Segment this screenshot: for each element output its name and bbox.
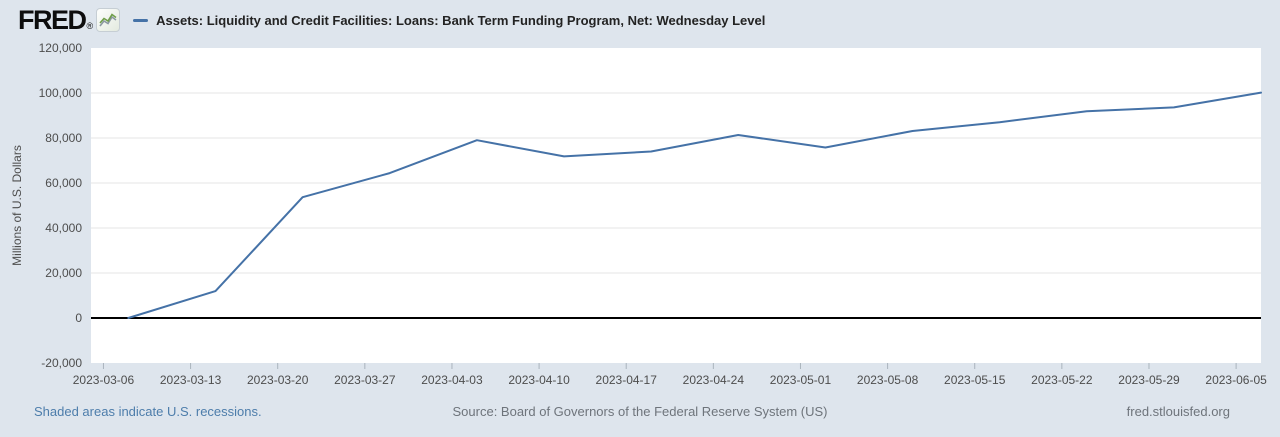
x-tick-label: 2023-05-01 <box>770 373 832 387</box>
recessions-note-link[interactable]: Shaded areas indicate U.S. recessions. <box>34 404 262 419</box>
registered-trademark: ® <box>86 21 94 32</box>
x-tick-label: 2023-04-10 <box>508 373 570 387</box>
y-tick-label: 60,000 <box>45 176 82 190</box>
x-tick-label: 2023-05-15 <box>944 373 1006 387</box>
series-legend-item[interactable]: Assets: Liquidity and Credit Facilities:… <box>133 13 765 28</box>
y-tick-label: 80,000 <box>45 131 82 145</box>
y-tick-label: 0 <box>75 311 82 325</box>
y-tick-label: 120,000 <box>39 41 83 55</box>
x-tick-label: 2023-05-29 <box>1118 373 1180 387</box>
line-chart: -20,000 0 20,000 40,000 60,000 80,000 100,000 1… <box>10 41 1267 387</box>
y-tick-label: 40,000 <box>45 221 82 235</box>
x-tick-label: 2023-04-24 <box>683 373 745 387</box>
y-axis-title: Millions of U.S. Dollars <box>10 145 24 266</box>
x-tick-label: 2023-05-08 <box>857 373 919 387</box>
x-tick-label: 2023-03-20 <box>247 373 309 387</box>
data-line[interactable] <box>127 91 1262 319</box>
chart-header: FRED ® Assets: Liquidity and Credit Facil… <box>0 0 1280 40</box>
series-legend-dash-icon <box>133 18 149 22</box>
x-tick-label: 2023-04-17 <box>596 373 658 387</box>
fred-site-link[interactable]: fred.stlouisfed.org <box>1126 404 1230 419</box>
plot-area[interactable] <box>91 48 1261 363</box>
fred-logo[interactable]: FRED ® <box>18 4 94 35</box>
series-title: Assets: Liquidity and Credit Facilities:… <box>156 12 766 28</box>
x-tick-label: 2023-04-03 <box>421 373 483 387</box>
y-tick-label: 100,000 <box>39 86 83 100</box>
y-tick-label: 20,000 <box>45 266 82 280</box>
fred-sparkline-icon <box>96 8 121 32</box>
fred-logo-text: FRED <box>18 4 87 35</box>
x-tick-label: 2023-06-05 <box>1205 373 1267 387</box>
source-text: Source: Board of Governors of the Federa… <box>452 404 828 419</box>
y-tick-label: -20,000 <box>41 356 82 370</box>
x-tick-label: 2023-03-06 <box>73 373 135 387</box>
x-tick-label: 2023-03-27 <box>334 373 396 387</box>
x-tick-label: 2023-05-22 <box>1031 373 1093 387</box>
x-tick-label: 2023-03-13 <box>160 373 222 387</box>
